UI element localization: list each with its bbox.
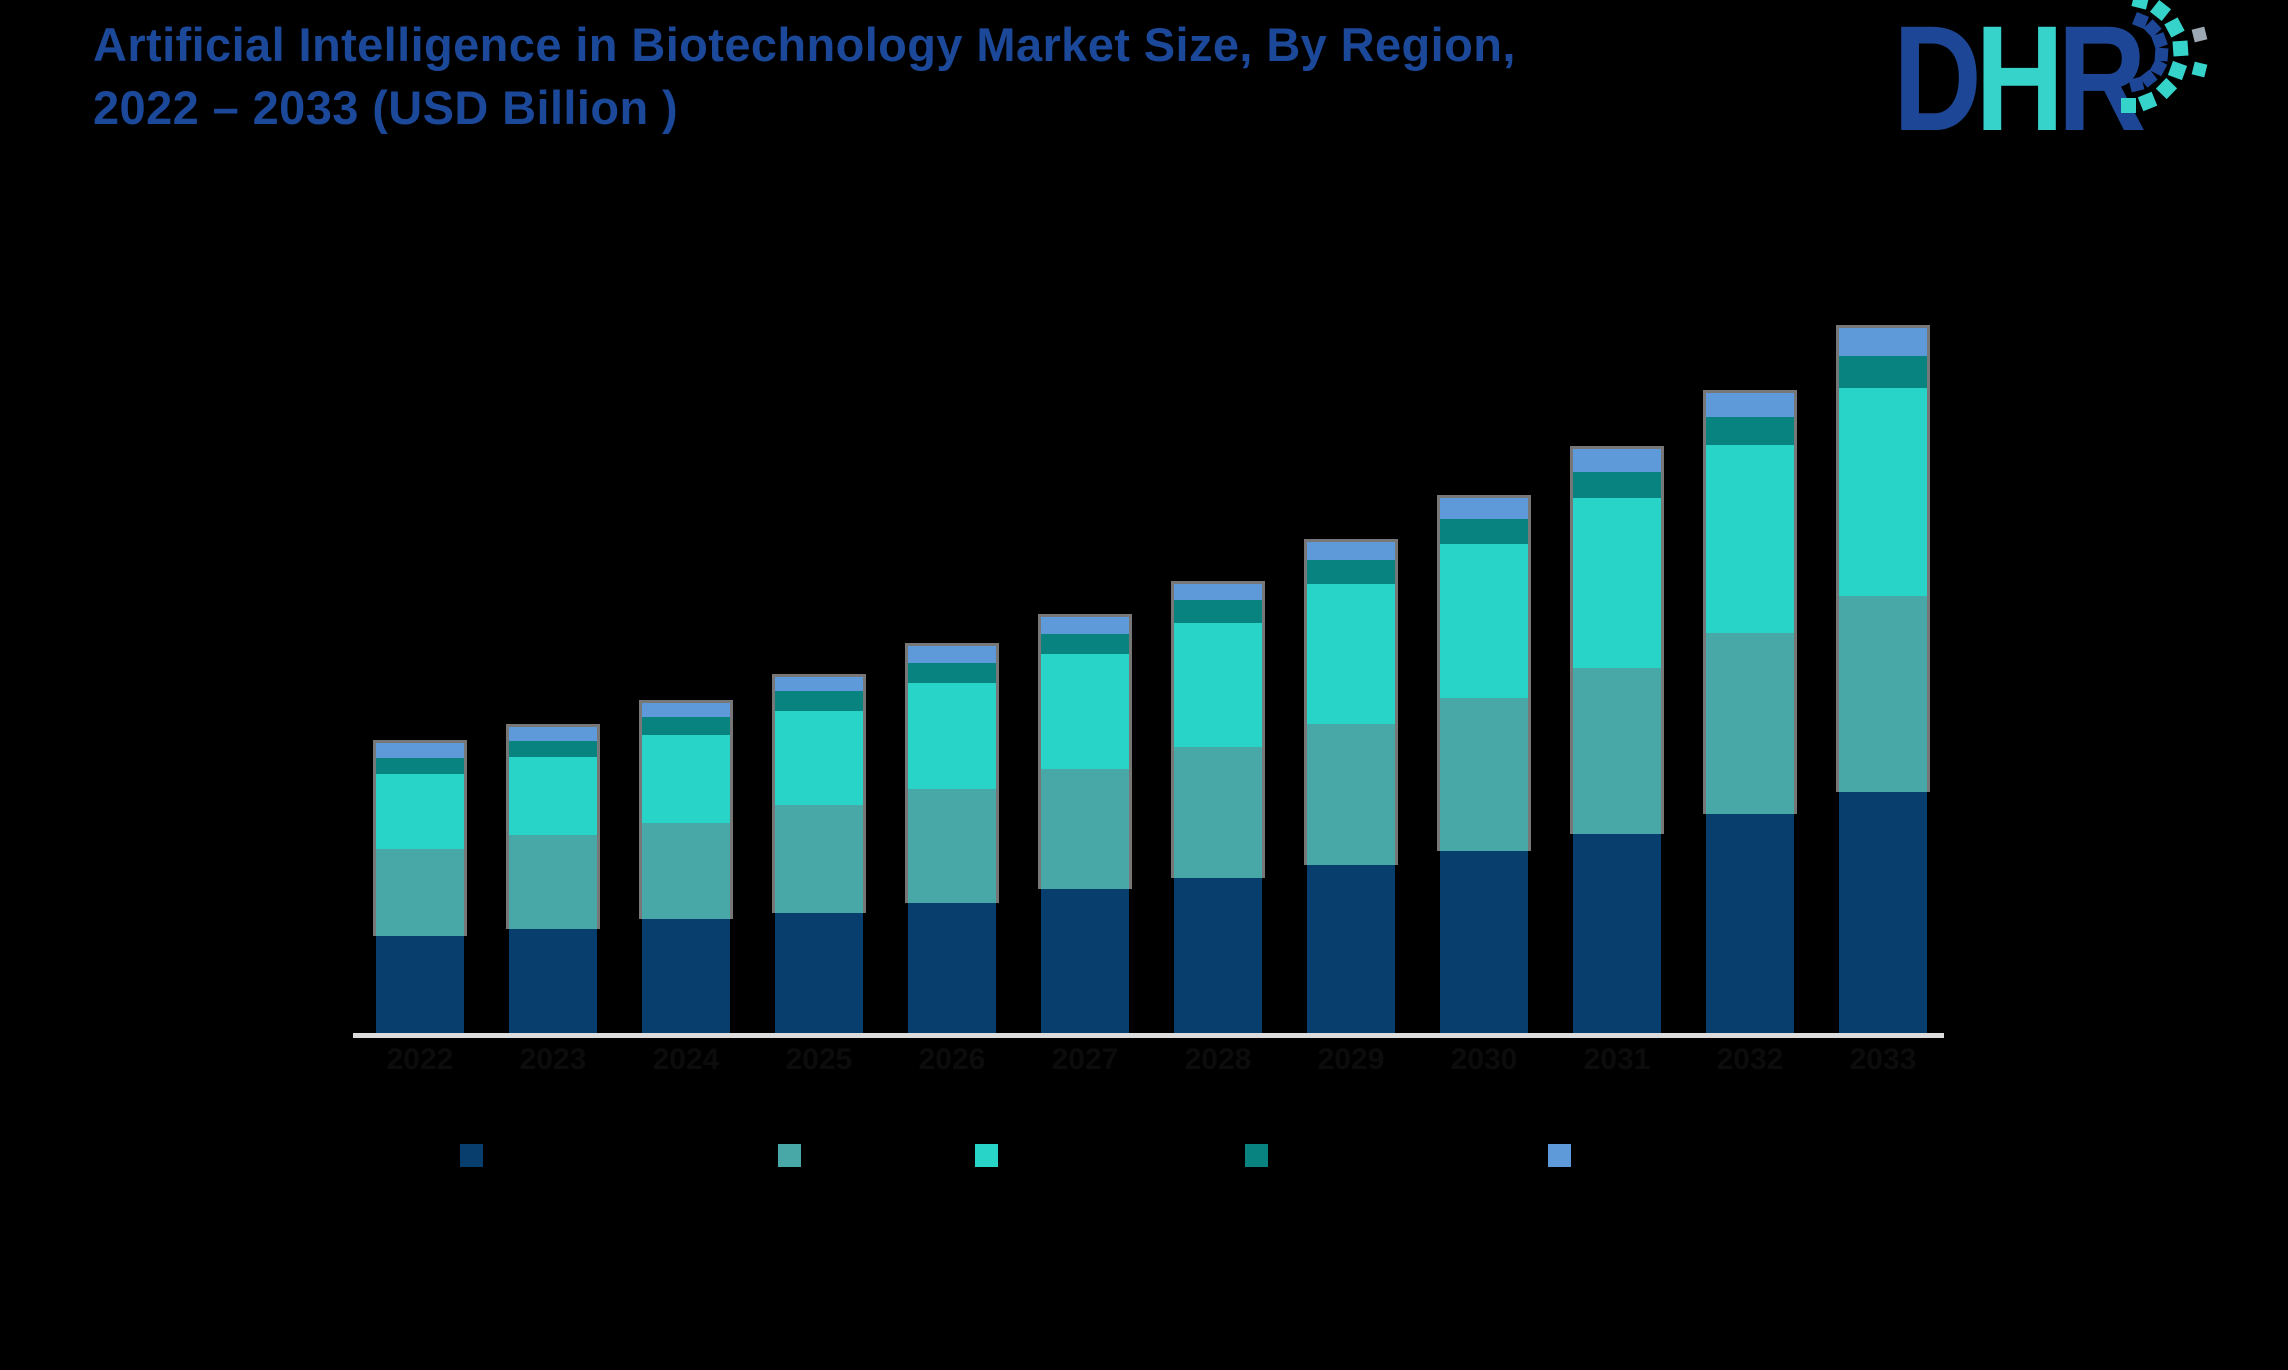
bar-2031 [1570, 446, 1664, 1033]
bar-2023 [506, 724, 600, 1033]
bar-segment-segment-3-turquoise [908, 683, 996, 789]
bar-segment-segment-3-turquoise [509, 757, 597, 835]
bar-2022 [373, 740, 467, 1033]
bar-segment-segment-5-lightblue [1839, 328, 1927, 356]
bar-segment-segment-3-turquoise [775, 711, 863, 805]
bar-segment-segment-5-lightblue [1307, 542, 1395, 560]
bar-segment-segment-3-turquoise [1706, 445, 1794, 633]
bar-segment-segment-4-darkteal [1839, 356, 1927, 388]
bar-segment-segment-4-darkteal [1041, 634, 1129, 654]
bar-segment-segment-5-lightblue [376, 743, 464, 758]
bar-segment-segment-5-lightblue [908, 646, 996, 663]
legend-swatch-3 [975, 1144, 998, 1167]
x-axis-label-2025: 2025 [785, 1043, 853, 1076]
bar-segment-segment-3-turquoise [642, 735, 730, 823]
x-axis-label-2033: 2033 [1849, 1043, 1917, 1076]
bar-segment-segment-1-navy [1839, 792, 1927, 1033]
bar-segment-segment-4-darkteal [1706, 417, 1794, 445]
bar-segment-segment-4-darkteal [376, 758, 464, 774]
bar-segment-segment-2-teal [1706, 633, 1794, 814]
bar-segment-segment-5-lightblue [1174, 584, 1262, 600]
bar-segment-segment-5-lightblue [775, 677, 863, 691]
bar-2024 [639, 700, 733, 1033]
bar-segment-segment-1-navy [509, 929, 597, 1033]
x-axis-label-2027: 2027 [1051, 1043, 1119, 1076]
bar-segment-segment-2-teal [1440, 698, 1528, 851]
bar-segment-segment-4-darkteal [1573, 472, 1661, 498]
x-axis-line [353, 1033, 1944, 1038]
bar-segment-segment-1-navy [1573, 834, 1661, 1033]
bar-2028 [1171, 581, 1265, 1033]
bar-2030 [1437, 495, 1531, 1033]
bar-segment-segment-5-lightblue [1706, 393, 1794, 417]
x-axis-label-2031: 2031 [1583, 1043, 1651, 1076]
bar-segment-segment-2-teal [1573, 668, 1661, 834]
bar-segment-segment-3-turquoise [1440, 544, 1528, 698]
bar-2027 [1038, 614, 1132, 1033]
bar-2026 [905, 643, 999, 1033]
bar-2029 [1304, 539, 1398, 1033]
logo-letter-h: H [1975, 0, 2064, 162]
chart-title: Artificial Intelligence in Biotechnology… [93, 18, 1516, 134]
bar-segment-segment-3-turquoise [1573, 498, 1661, 668]
x-axis-label-2030: 2030 [1450, 1043, 1518, 1076]
bar-segment-segment-1-navy [1041, 889, 1129, 1033]
dhr-logo-letters: DHR [1893, 3, 2146, 153]
logo-letter-d: D [1893, 0, 1982, 162]
x-axis-label-2023: 2023 [519, 1043, 587, 1076]
bar-2025 [772, 674, 866, 1033]
bar-segment-segment-2-teal [642, 823, 730, 919]
bar-segment-segment-1-navy [642, 919, 730, 1033]
bar-segment-segment-4-darkteal [1440, 519, 1528, 544]
bar-segment-segment-1-navy [1706, 814, 1794, 1033]
x-axis-label-2022: 2022 [386, 1043, 454, 1076]
legend-swatch-5 [1548, 1144, 1571, 1167]
x-axis-label-2024: 2024 [652, 1043, 720, 1076]
bar-segment-segment-2-teal [1839, 596, 1927, 792]
bar-segment-segment-4-darkteal [509, 741, 597, 757]
x-axis-label-2029: 2029 [1317, 1043, 1385, 1076]
bar-segment-segment-3-turquoise [1307, 584, 1395, 724]
bar-segment-segment-4-darkteal [642, 717, 730, 735]
bar-segment-segment-1-navy [376, 936, 464, 1033]
bar-segment-segment-3-turquoise [1041, 654, 1129, 769]
bar-segment-segment-5-lightblue [642, 703, 730, 717]
plot-area [373, 325, 1930, 1033]
bar-segment-segment-3-turquoise [376, 774, 464, 849]
bar-segment-segment-2-teal [908, 789, 996, 903]
bar-segment-segment-4-darkteal [775, 691, 863, 711]
bar-segment-segment-1-navy [775, 913, 863, 1033]
bar-segment-segment-2-teal [509, 835, 597, 929]
legend-swatch-2 [778, 1144, 801, 1167]
legend-swatch-4 [1245, 1144, 1268, 1167]
bar-segment-segment-1-navy [908, 903, 996, 1033]
bar-segment-segment-5-lightblue [509, 727, 597, 741]
bar-2033 [1836, 325, 1930, 1033]
bar-segment-segment-1-navy [1440, 851, 1528, 1033]
bar-segment-segment-4-darkteal [908, 663, 996, 683]
bar-2032 [1703, 390, 1797, 1033]
bar-segment-segment-3-turquoise [1174, 623, 1262, 747]
bar-segment-segment-2-teal [1307, 724, 1395, 865]
bar-segment-segment-5-lightblue [1041, 617, 1129, 634]
bar-segment-segment-2-teal [775, 805, 863, 913]
x-axis-label-2028: 2028 [1184, 1043, 1252, 1076]
x-axis-label-2026: 2026 [918, 1043, 986, 1076]
bar-segment-segment-3-turquoise [1839, 388, 1927, 596]
dhr-logo: DHR [1893, 0, 2288, 173]
bar-segment-segment-5-lightblue [1573, 449, 1661, 472]
bar-segment-segment-2-teal [376, 849, 464, 936]
bar-segment-segment-2-teal [1041, 769, 1129, 889]
bar-segment-segment-4-darkteal [1174, 600, 1262, 623]
bar-segment-segment-4-darkteal [1307, 560, 1395, 584]
legend-swatch-1 [460, 1144, 483, 1167]
bar-segment-segment-1-navy [1307, 865, 1395, 1033]
x-axis-label-2032: 2032 [1716, 1043, 1784, 1076]
bar-segment-segment-2-teal [1174, 747, 1262, 878]
bar-segment-segment-1-navy [1174, 878, 1262, 1033]
bar-segment-segment-5-lightblue [1440, 498, 1528, 519]
